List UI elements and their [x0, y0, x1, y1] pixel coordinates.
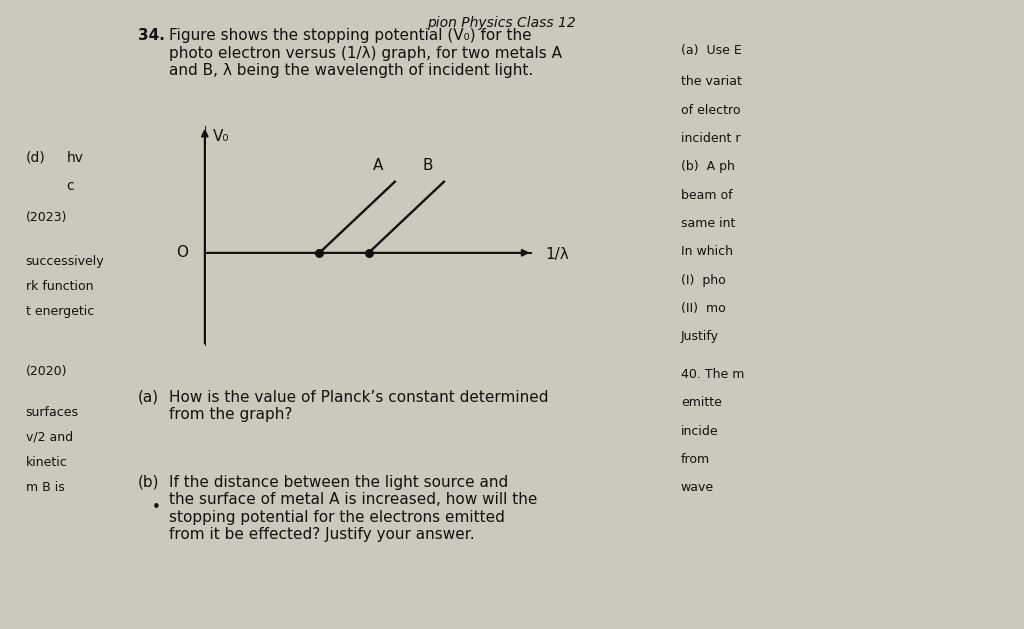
Text: emitte: emitte — [681, 396, 722, 409]
Text: B: B — [422, 159, 433, 173]
Text: 1/λ: 1/λ — [546, 247, 569, 262]
Text: kinetic: kinetic — [26, 456, 68, 469]
Text: c: c — [67, 179, 74, 193]
Text: the variat: the variat — [681, 75, 741, 89]
Point — [311, 248, 328, 258]
Text: surfaces: surfaces — [26, 406, 79, 419]
Text: pion Physics Class 12: pion Physics Class 12 — [427, 16, 577, 30]
Text: A: A — [374, 159, 384, 173]
Text: from: from — [681, 453, 710, 466]
Text: How is the value of Planck’s constant determined
from the graph?: How is the value of Planck’s constant de… — [169, 390, 549, 423]
Text: same int: same int — [681, 217, 735, 230]
Text: incident r: incident r — [681, 132, 740, 145]
Text: t energetic: t energetic — [26, 305, 94, 318]
Text: v/2 and: v/2 and — [26, 431, 73, 444]
Text: (b)  A ph: (b) A ph — [681, 160, 735, 174]
Text: O: O — [176, 245, 188, 260]
Text: of electro: of electro — [681, 104, 740, 117]
Text: Justify: Justify — [681, 330, 719, 343]
Text: (a)  Use E: (a) Use E — [681, 44, 741, 57]
Text: (I)  pho: (I) pho — [681, 274, 726, 287]
Text: incide: incide — [681, 425, 719, 438]
Text: If the distance between the light source and
the surface of metal A is increased: If the distance between the light source… — [169, 475, 538, 542]
Text: hv: hv — [67, 151, 84, 165]
Text: (II)  mo: (II) mo — [681, 302, 726, 315]
Text: (2020): (2020) — [26, 365, 68, 378]
Text: (2023): (2023) — [26, 211, 67, 224]
Text: In which: In which — [681, 245, 733, 259]
Text: m B is: m B is — [26, 481, 65, 494]
Text: 34.: 34. — [138, 28, 165, 43]
Text: 40. The m: 40. The m — [681, 368, 744, 381]
Text: beam of: beam of — [681, 189, 732, 202]
Text: (a): (a) — [138, 390, 160, 405]
Text: (d): (d) — [26, 151, 45, 165]
Text: rk function: rk function — [26, 280, 93, 293]
Text: •: • — [152, 500, 161, 515]
Text: Figure shows the stopping potential (V₀) for the
photo electron versus (1/λ) gra: Figure shows the stopping potential (V₀)… — [169, 28, 562, 78]
Text: wave: wave — [681, 481, 714, 494]
Text: V₀: V₀ — [213, 129, 229, 144]
Text: (b): (b) — [138, 475, 160, 490]
Text: successively: successively — [26, 255, 104, 268]
Point — [360, 248, 377, 258]
